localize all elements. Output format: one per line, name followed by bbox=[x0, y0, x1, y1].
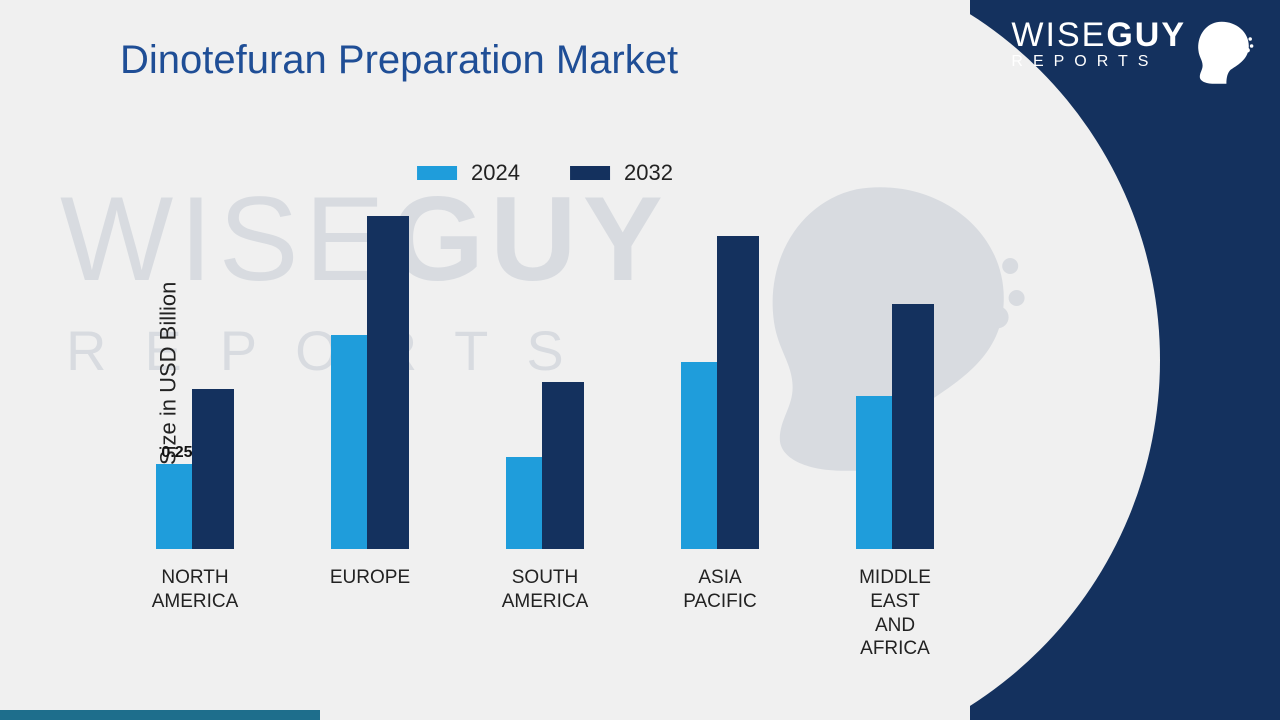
bar bbox=[717, 236, 759, 549]
bar-group bbox=[830, 304, 960, 549]
legend-swatch-2032 bbox=[570, 166, 610, 180]
legend-item-2024: 2024 bbox=[417, 160, 520, 186]
logo-guy: GUY bbox=[1106, 16, 1186, 54]
bar-group bbox=[305, 216, 435, 549]
legend-label-2024: 2024 bbox=[471, 160, 520, 186]
bar-groups: 0.25 bbox=[120, 210, 970, 549]
legend-swatch-2024 bbox=[417, 166, 457, 180]
bar bbox=[192, 389, 234, 549]
chart: Market Size in USD Billion 2024 2032 0.2… bbox=[50, 150, 970, 670]
bar-group: 0.25 bbox=[130, 389, 260, 549]
x-axis-label: EUROPE bbox=[305, 560, 435, 670]
bottom-accent-strip bbox=[0, 710, 320, 720]
x-axis-labels: NORTHAMERICA EUROPE SOUTHAMERICA ASIAPACIFI… bbox=[120, 560, 970, 670]
x-axis-label: ASIAPACIFIC bbox=[655, 560, 785, 670]
bar-group bbox=[480, 382, 610, 549]
page: { "title": "Dinotefuran Preparation Mark… bbox=[0, 0, 1280, 720]
legend-item-2032: 2032 bbox=[570, 160, 673, 186]
x-axis-label: MIDDLEEASTANDAFRICA bbox=[830, 560, 960, 670]
chart-title: Dinotefuran Preparation Market bbox=[120, 38, 678, 83]
legend: 2024 2032 bbox=[417, 160, 673, 186]
bar bbox=[892, 304, 934, 549]
brand-logo: WISEGUY REPORTS bbox=[1011, 18, 1260, 88]
bar-group bbox=[655, 236, 785, 549]
x-axis-label: NORTHAMERICA bbox=[130, 560, 260, 670]
bar bbox=[542, 382, 584, 549]
x-axis-label: SOUTHAMERICA bbox=[480, 560, 610, 670]
logo-wise: WISE bbox=[1011, 16, 1106, 54]
plot-area: 2024 2032 0.25 bbox=[120, 170, 970, 550]
legend-label-2032: 2032 bbox=[624, 160, 673, 186]
bar bbox=[367, 216, 409, 549]
logo-reports: REPORTS bbox=[1011, 54, 1186, 70]
logo-head-icon bbox=[1190, 18, 1260, 88]
